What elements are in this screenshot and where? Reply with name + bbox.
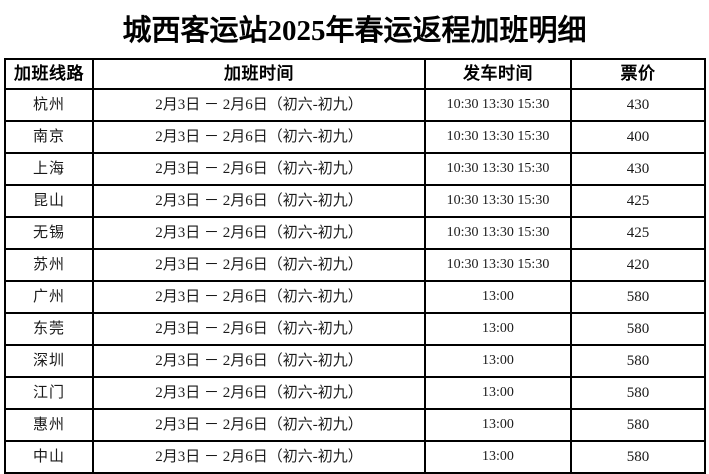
cell-route: 中山 [4,440,94,474]
cell-depart: 10:30 13:30 15:30 [424,248,572,282]
cell-depart: 10:30 13:30 15:30 [424,88,572,122]
table-row: 上海 2月3日 － 2月6日（初六-初九） 10:30 13:30 15:30 430 [4,152,706,186]
column-header-price: 票价 [570,58,706,90]
cell-period: 2月3日 － 2月6日（初六-初九） [92,152,426,186]
table-row: 杭州 2月3日 － 2月6日（初六-初九） 10:30 13:30 15:30 430 [4,88,706,122]
document-page: 城西客运站2025年春运返程加班明细 加班线路 加班时间 发车时间 票价 杭州 2… [4,15,706,474]
cell-route: 广州 [4,280,94,314]
cell-period: 2月3日 － 2月6日（初六-初九） [92,440,426,474]
table-row: 惠州 2月3日 － 2月6日（初六-初九） 13:00 580 [4,408,706,442]
cell-route: 深圳 [4,344,94,378]
cell-depart: 13:00 [424,312,572,346]
cell-route: 上海 [4,152,94,186]
cell-depart: 10:30 13:30 15:30 [424,216,572,250]
column-header-route: 加班线路 [4,58,94,90]
cell-route: 昆山 [4,184,94,218]
table-row: 东莞 2月3日 － 2月6日（初六-初九） 13:00 580 [4,312,706,346]
cell-period: 2月3日 － 2月6日（初六-初九） [92,312,426,346]
cell-price: 425 [570,216,706,250]
cell-period: 2月3日 － 2月6日（初六-初九） [92,280,426,314]
table-row: 江门 2月3日 － 2月6日（初六-初九） 13:00 580 [4,376,706,410]
cell-depart: 10:30 13:30 15:30 [424,152,572,186]
cell-depart: 13:00 [424,440,572,474]
cell-depart: 13:00 [424,408,572,442]
cell-depart: 10:30 13:30 15:30 [424,120,572,154]
cell-route: 东莞 [4,312,94,346]
cell-price: 580 [570,408,706,442]
schedule-table: 加班线路 加班时间 发车时间 票价 杭州 2月3日 － 2月6日（初六-初九） 10… [4,58,706,474]
cell-period: 2月3日 － 2月6日（初六-初九） [92,248,426,282]
cell-price: 425 [570,184,706,218]
cell-route: 江门 [4,376,94,410]
cell-price: 580 [570,344,706,378]
cell-period: 2月3日 － 2月6日（初六-初九） [92,344,426,378]
cell-route: 惠州 [4,408,94,442]
cell-price: 580 [570,440,706,474]
cell-depart: 10:30 13:30 15:30 [424,184,572,218]
cell-price: 430 [570,152,706,186]
cell-period: 2月3日 － 2月6日（初六-初九） [92,408,426,442]
column-header-depart: 发车时间 [424,58,572,90]
cell-price: 580 [570,280,706,314]
cell-period: 2月3日 － 2月6日（初六-初九） [92,376,426,410]
cell-route: 苏州 [4,248,94,282]
page-title: 城西客运站2025年春运返程加班明细 [122,15,587,47]
cell-route: 南京 [4,120,94,154]
table-row: 广州 2月3日 － 2月6日（初六-初九） 13:00 580 [4,280,706,314]
table-row: 苏州 2月3日 － 2月6日（初六-初九） 10:30 13:30 15:30 420 [4,248,706,282]
cell-period: 2月3日 － 2月6日（初六-初九） [92,120,426,154]
table-body: 杭州 2月3日 － 2月6日（初六-初九） 10:30 13:30 15:30 430… [4,88,706,474]
column-header-period: 加班时间 [92,58,426,90]
cell-route: 无锡 [4,216,94,250]
cell-depart: 13:00 [424,344,572,378]
table-header-row: 加班线路 加班时间 发车时间 票价 [4,58,706,90]
schedule-table-container: 加班线路 加班时间 发车时间 票价 杭州 2月3日 － 2月6日（初六-初九） 10… [4,58,706,474]
cell-price: 420 [570,248,706,282]
cell-period: 2月3日 － 2月6日（初六-初九） [92,216,426,250]
table-row: 无锡 2月3日 － 2月6日（初六-初九） 10:30 13:30 15:30 425 [4,216,706,250]
cell-price: 400 [570,120,706,154]
cell-depart: 13:00 [424,376,572,410]
cell-period: 2月3日 － 2月6日（初六-初九） [92,184,426,218]
cell-depart: 13:00 [424,280,572,314]
cell-price: 430 [570,88,706,122]
cell-route: 杭州 [4,88,94,122]
table-row: 南京 2月3日 － 2月6日（初六-初九） 10:30 13:30 15:30 400 [4,120,706,154]
cell-price: 580 [570,376,706,410]
cell-price: 580 [570,312,706,346]
table-row: 昆山 2月3日 － 2月6日（初六-初九） 10:30 13:30 15:30 425 [4,184,706,218]
table-row: 深圳 2月3日 － 2月6日（初六-初九） 13:00 580 [4,344,706,378]
table-row: 中山 2月3日 － 2月6日（初六-初九） 13:00 580 [4,440,706,474]
table-header: 加班线路 加班时间 发车时间 票价 [4,58,706,90]
cell-period: 2月3日 － 2月6日（初六-初九） [92,88,426,122]
